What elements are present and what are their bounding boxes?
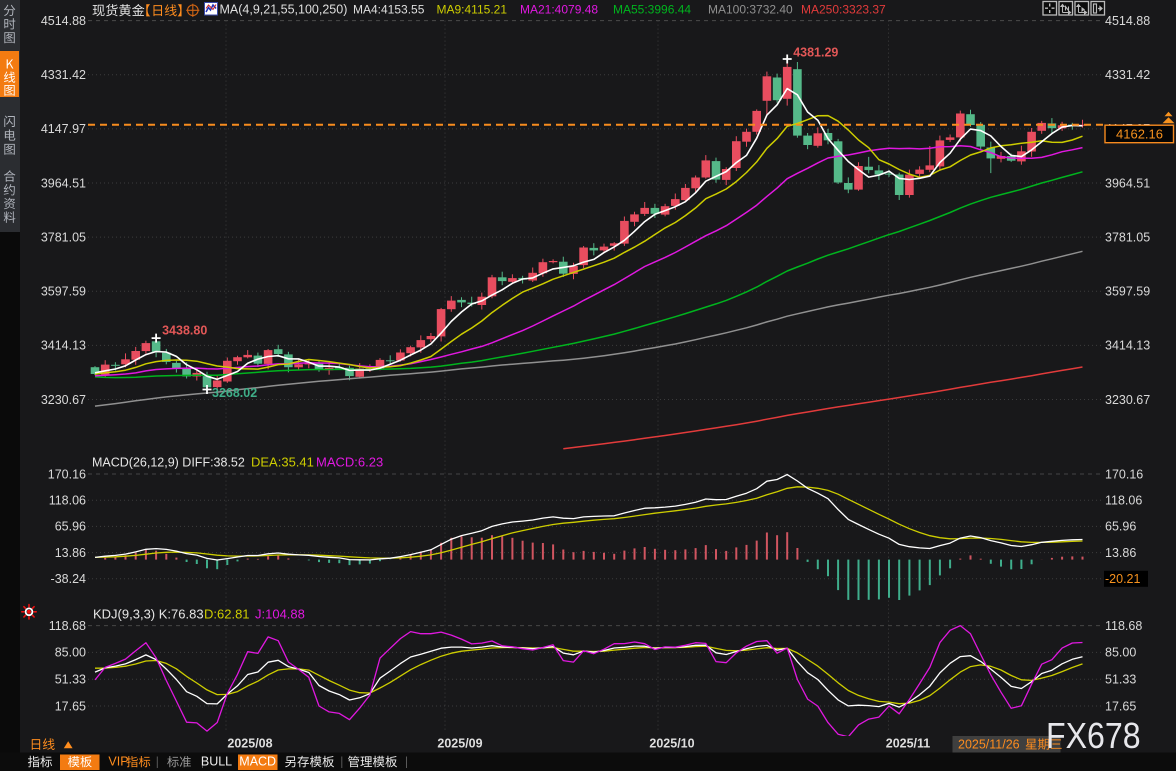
svg-text:4331.42: 4331.42	[41, 68, 86, 82]
svg-text:MA4:4153.55: MA4:4153.55	[353, 3, 425, 17]
svg-text:2025/11: 2025/11	[886, 737, 931, 751]
svg-text:MA(4,9,21,55,100,250): MA(4,9,21,55,100,250)	[220, 3, 348, 17]
svg-text:170.16: 170.16	[1105, 467, 1143, 481]
svg-text:-20.21: -20.21	[1105, 572, 1140, 586]
svg-text:85.00: 85.00	[55, 646, 86, 660]
svg-text:2025/09: 2025/09	[437, 737, 482, 751]
svg-text:3268.02: 3268.02	[212, 386, 257, 400]
svg-text:J:104.88: J:104.88	[255, 607, 305, 622]
svg-text:MA250:3323.37: MA250:3323.37	[801, 3, 886, 17]
svg-text:17.65: 17.65	[55, 699, 86, 713]
svg-text:3230.67: 3230.67	[41, 393, 86, 407]
svg-text:4514.88: 4514.88	[1105, 14, 1150, 28]
svg-text:3230.67: 3230.67	[1105, 393, 1150, 407]
svg-text:65.96: 65.96	[1105, 520, 1136, 534]
svg-text:118.06: 118.06	[49, 494, 86, 508]
svg-text:D:62.81: D:62.81	[204, 607, 250, 622]
svg-text:VIP: VIP	[108, 755, 128, 769]
svg-text:51.33: 51.33	[55, 673, 86, 687]
svg-text:-38.24: -38.24	[51, 572, 86, 586]
svg-text:13.86: 13.86	[1105, 546, 1136, 560]
svg-text:MA9:4115.21: MA9:4115.21	[437, 3, 508, 17]
svg-text:85.00: 85.00	[1105, 646, 1136, 660]
svg-text:3597.59: 3597.59	[41, 285, 86, 299]
svg-text:17.65: 17.65	[1105, 699, 1136, 713]
svg-text:MA55:3996.44: MA55:3996.44	[613, 3, 691, 17]
svg-text:4381.29: 4381.29	[793, 46, 838, 60]
svg-text:2025/10: 2025/10	[649, 737, 694, 751]
svg-text:MA21:4079.48: MA21:4079.48	[520, 3, 598, 17]
svg-text:3414.13: 3414.13	[41, 339, 86, 353]
svg-text:118.68: 118.68	[49, 619, 86, 633]
svg-text:3964.51: 3964.51	[41, 176, 86, 190]
svg-text:4514.88: 4514.88	[41, 14, 86, 28]
svg-text:MACD(26,12,9) DIFF:38.52: MACD(26,12,9) DIFF:38.52	[92, 456, 245, 470]
svg-text:2025/11/26: 2025/11/26	[958, 738, 1020, 752]
svg-text:65.96: 65.96	[55, 520, 86, 534]
svg-text:3414.13: 3414.13	[1105, 339, 1150, 353]
svg-text:3781.05: 3781.05	[41, 230, 86, 244]
svg-text:4147.97: 4147.97	[41, 122, 86, 136]
svg-text:MACD:6.23: MACD:6.23	[316, 455, 383, 470]
svg-text:MACD: MACD	[239, 755, 276, 769]
svg-text:2025/08: 2025/08	[227, 737, 272, 751]
svg-text:MA100:3732.40: MA100:3732.40	[708, 3, 793, 17]
svg-text:4331.42: 4331.42	[1105, 68, 1150, 82]
svg-text:170.16: 170.16	[48, 467, 86, 481]
svg-text:3597.59: 3597.59	[1105, 285, 1150, 299]
svg-text:51.33: 51.33	[1105, 673, 1136, 687]
svg-text:3964.51: 3964.51	[1105, 176, 1150, 190]
svg-text:BULL: BULL	[201, 755, 232, 769]
svg-text:118.06: 118.06	[1105, 494, 1142, 508]
svg-text:3438.80: 3438.80	[162, 324, 207, 338]
svg-text:118.68: 118.68	[1105, 619, 1142, 633]
svg-text:DEA:35.41: DEA:35.41	[251, 455, 314, 470]
svg-text:FX678: FX678	[1046, 716, 1141, 756]
svg-text:KDJ(9,3,3) K:76.83: KDJ(9,3,3) K:76.83	[93, 607, 204, 622]
svg-text:4162.16: 4162.16	[1116, 127, 1163, 142]
svg-text:3781.05: 3781.05	[1105, 230, 1150, 244]
svg-text:13.86: 13.86	[55, 546, 86, 560]
